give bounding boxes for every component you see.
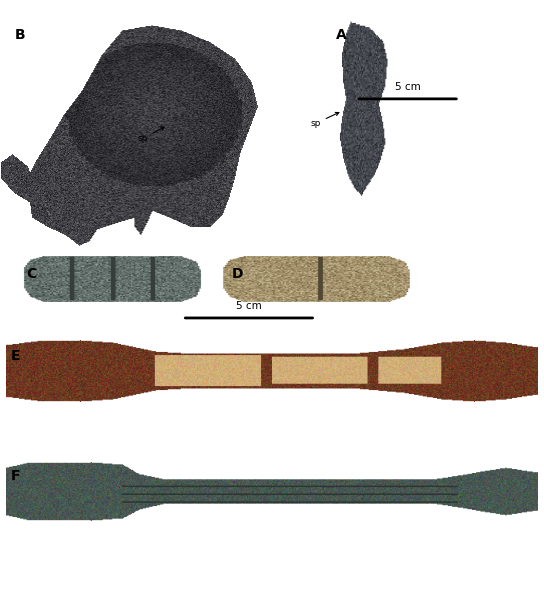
- Text: F: F: [10, 469, 20, 483]
- Text: 5 cm: 5 cm: [236, 301, 262, 311]
- Text: A: A: [336, 28, 347, 41]
- Text: sp: sp: [311, 112, 339, 128]
- Text: B: B: [14, 28, 25, 41]
- Text: C: C: [27, 267, 37, 281]
- Text: sp: sp: [138, 127, 164, 143]
- Text: E: E: [10, 349, 20, 363]
- Text: D: D: [231, 267, 243, 281]
- Text: 5 cm: 5 cm: [395, 82, 421, 92]
